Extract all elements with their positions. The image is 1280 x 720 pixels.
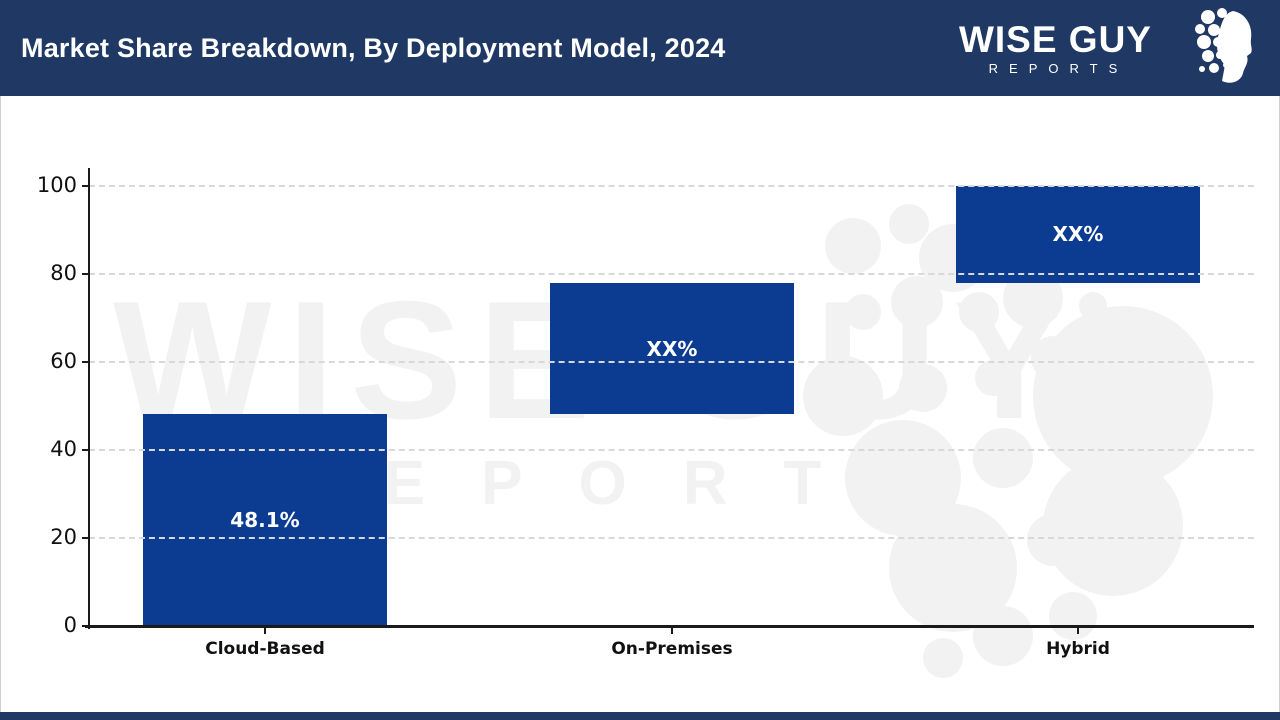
- chart-area: WISE GUY REPORTS 48.1% XX% XX% 0 20 40 60 80 100…: [0, 96, 1280, 712]
- watermark-dot: [1079, 292, 1107, 320]
- logo-dot: [1201, 10, 1215, 24]
- watermark-dot: [975, 360, 1011, 396]
- x-category-label-2: Hybrid: [1046, 639, 1110, 659]
- gridline-80: [89, 273, 1254, 275]
- y-tick-mark-80: [82, 273, 89, 275]
- y-tick-label-20: 20: [50, 525, 77, 549]
- logo-subtitle: REPORTS: [988, 60, 1129, 76]
- watermark-dot: [889, 204, 929, 244]
- watermark-dot: [891, 276, 943, 328]
- chart-bar-hybrid: XX%: [956, 186, 1200, 283]
- watermark-dot: [1045, 412, 1081, 448]
- gridline-40: [89, 449, 1254, 451]
- x-tick-mark-0: [264, 628, 266, 634]
- logo-dot: [1223, 62, 1229, 68]
- logo-dot: [1209, 63, 1219, 73]
- bar-value-label: 48.1%: [230, 508, 300, 533]
- y-tick-mark-60: [82, 361, 89, 363]
- logo-dot: [1197, 35, 1211, 49]
- x-category-label-0: Cloud-Based: [205, 639, 325, 659]
- gridline-100: [89, 185, 1254, 187]
- logo-dot: [1202, 50, 1214, 62]
- x-axis-line: [85, 625, 1254, 628]
- watermark-dot: [845, 294, 881, 330]
- logo-dot: [1217, 8, 1227, 18]
- watermark-dot: [1033, 306, 1213, 486]
- logo-dot: [1229, 14, 1239, 24]
- watermark-dot: [1027, 514, 1079, 566]
- logo-dot: [1213, 37, 1223, 47]
- logo-dot: [1208, 24, 1220, 36]
- wise-guy-reports-logo: WISE GUY REPORTS: [959, 7, 1254, 89]
- y-tick-mark-100: [82, 185, 89, 187]
- x-tick-mark-2: [1077, 628, 1079, 634]
- bar-value-label: XX%: [646, 336, 698, 361]
- watermark-dot: [889, 504, 1017, 632]
- watermark-dot: [899, 364, 947, 412]
- logo-dot: [1195, 24, 1205, 34]
- x-category-label-1: On-Premises: [611, 639, 733, 659]
- y-tick-label-40: 40: [50, 437, 77, 461]
- header-bar: Market Share Breakdown, By Deployment Mo…: [0, 0, 1280, 96]
- logo-text: WISE GUY REPORTS: [959, 21, 1152, 76]
- bar-value-label: XX%: [1052, 222, 1104, 247]
- watermark-dot: [825, 218, 881, 274]
- chart-bar-on-premises: XX%: [550, 282, 794, 415]
- y-tick-mark-40: [82, 449, 89, 451]
- watermark-dot: [1031, 336, 1075, 380]
- watermark-dot: [803, 356, 883, 436]
- y-axis-line: [88, 168, 90, 629]
- y-tick-label-0: 0: [63, 613, 77, 637]
- logo-dot: [1223, 24, 1231, 32]
- x-tick-mark-1: [671, 628, 673, 634]
- watermark-dot: [973, 428, 1033, 488]
- logo-dot: [1216, 51, 1224, 59]
- watermark-dot: [1043, 456, 1183, 596]
- y-tick-mark-20: [82, 537, 89, 539]
- chart-bar-cloud-based: 48.1%: [143, 414, 387, 626]
- watermark-dot: [845, 420, 961, 536]
- page-title: Market Share Breakdown, By Deployment Mo…: [21, 32, 726, 63]
- logo-dot: [1226, 36, 1234, 44]
- watermark-dot: [959, 292, 999, 332]
- y-tick-label-60: 60: [50, 349, 77, 373]
- watermark-dot: [1049, 592, 1097, 640]
- y-tick-label-100: 100: [36, 173, 77, 197]
- footer-bar: [0, 712, 1280, 720]
- gridline-20: [89, 537, 1254, 539]
- gridline-60: [89, 361, 1254, 363]
- y-tick-label-80: 80: [50, 261, 77, 285]
- logo-title: WISE GUY: [958, 18, 1152, 60]
- logo-dot: [1199, 66, 1205, 72]
- logo-face-dots-icon: [1158, 7, 1254, 89]
